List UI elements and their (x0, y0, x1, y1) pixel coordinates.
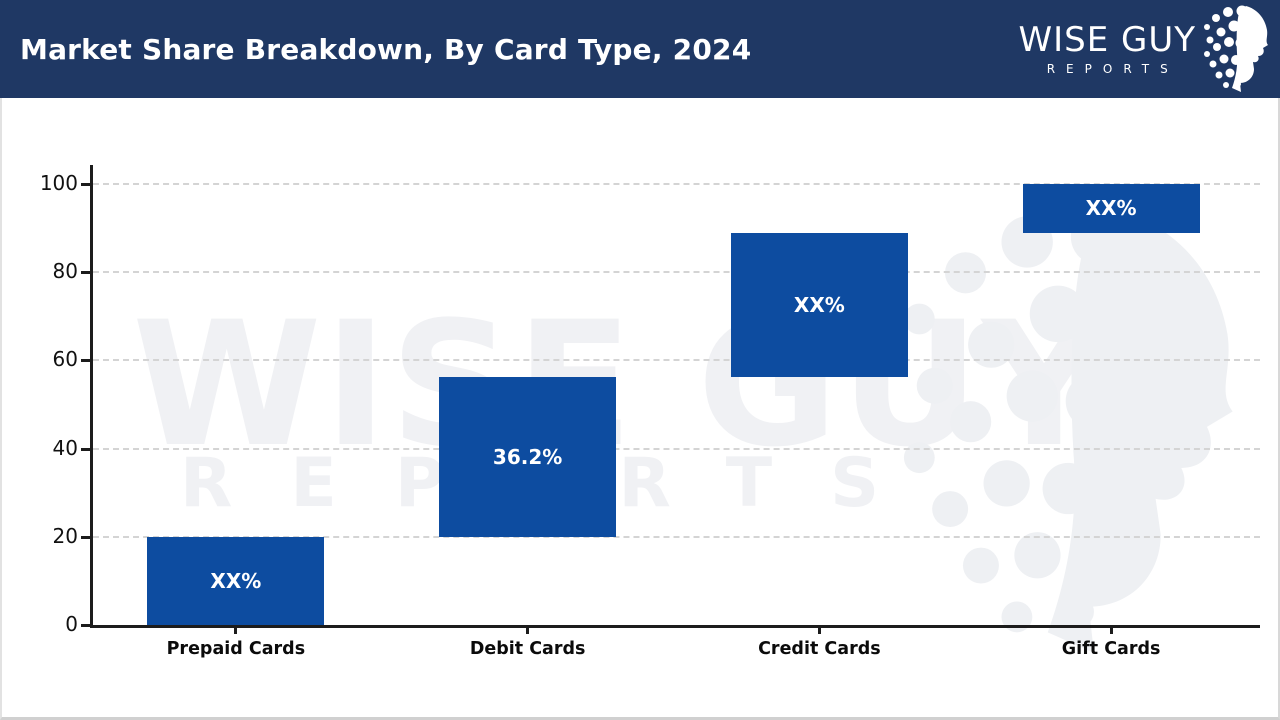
logo-wordmark: WISE GUY (1018, 19, 1196, 60)
y-tick-60 (81, 359, 90, 363)
y-gridline-100 (93, 183, 1260, 185)
y-tick-label-80: 80 (52, 259, 78, 284)
x-tick-debit-cards (526, 625, 530, 634)
x-label-credit-cards: Credit Cards (758, 639, 881, 659)
x-tick-gift-cards (1109, 625, 1113, 634)
x-label-prepaid-cards: Prepaid Cards (166, 639, 306, 659)
bar-label-debit-cards: 36.2% (492, 444, 563, 469)
y-tick-label-0: 0 (65, 612, 78, 637)
y-tick-label-100: 100 (39, 171, 78, 196)
y-gridline-60 (93, 359, 1260, 362)
logo-text: WISE GUY REPORTS (1018, 23, 1196, 76)
logo-face-icon (1204, 5, 1268, 92)
bar-credit-cards: XX% (730, 232, 908, 378)
axis-layer: 0 20 40 60 80 100 XX% Prepaid Cards 36.2% Debit C… (2, 98, 1278, 717)
y-tick-20 (81, 535, 90, 539)
header-bar: Market Share Breakdown, By Card Type, 20… (0, 0, 1280, 98)
y-tick-0 (81, 624, 90, 627)
y-gridline-80 (93, 271, 1260, 274)
x-label-gift-cards: Gift Cards (1061, 639, 1161, 659)
chart-title: Market Share Breakdown, By Card Type, 20… (20, 32, 752, 66)
y-gridline-40 (93, 447, 1260, 450)
y-tick-80 (81, 271, 90, 275)
bar-label-prepaid-cards: XX% (210, 568, 262, 593)
plot-frame (90, 165, 1260, 628)
logo-subtitle: REPORTS (1046, 61, 1179, 76)
y-tick-label-20: 20 (52, 523, 78, 548)
y-tick-label-60: 60 (52, 347, 78, 372)
x-label-debit-cards: Debit Cards (469, 639, 586, 659)
bar-gift-cards: XX% (1022, 184, 1200, 233)
bar-label-gift-cards: XX% (1085, 196, 1137, 221)
y-tick-100 (81, 183, 90, 186)
y-tick-40 (81, 447, 90, 451)
y-tick-label-40: 40 (52, 435, 78, 460)
x-tick-credit-cards (817, 625, 821, 634)
bar-label-credit-cards: XX% (793, 292, 845, 317)
bar-debit-cards: 36.2% (439, 377, 617, 537)
x-tick-prepaid-cards (234, 625, 238, 634)
wiseguy-logo: WISE GUY REPORTS (1018, 5, 1270, 93)
y-gridline-20 (93, 535, 1260, 538)
bar-prepaid-cards: XX% (147, 536, 325, 625)
